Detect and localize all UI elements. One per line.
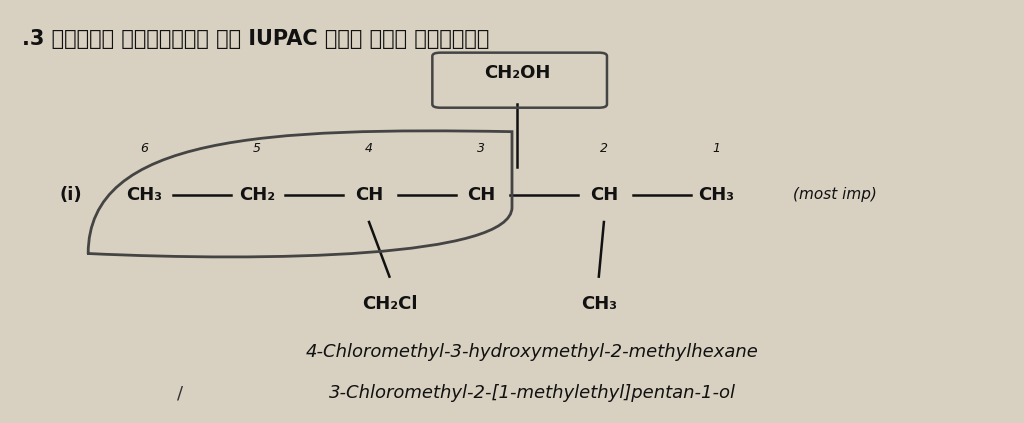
Text: (most imp): (most imp) bbox=[793, 187, 877, 202]
Text: (i): (i) bbox=[59, 186, 82, 204]
Text: CH₂: CH₂ bbox=[239, 186, 274, 204]
Text: CH₃: CH₃ bbox=[126, 186, 163, 204]
Text: CH₂Cl: CH₂Cl bbox=[361, 295, 417, 313]
Text: CH₃: CH₃ bbox=[698, 186, 734, 204]
Text: /: / bbox=[177, 384, 183, 402]
Text: 1: 1 bbox=[713, 142, 720, 155]
Text: CH₃: CH₃ bbox=[581, 295, 616, 313]
Text: CH: CH bbox=[467, 186, 496, 204]
Text: CH: CH bbox=[355, 186, 383, 204]
Text: 5: 5 bbox=[253, 142, 261, 155]
Text: 3: 3 bbox=[477, 142, 485, 155]
Text: CH₂OH: CH₂OH bbox=[484, 64, 550, 82]
Text: 6: 6 bbox=[140, 142, 148, 155]
Text: 2: 2 bbox=[600, 142, 608, 155]
Text: .3 निम्न यौगिकों के IUPAC में नाम दीजिये: .3 निम्न यौगिकों के IUPAC में नाम दीजिये bbox=[22, 29, 489, 49]
Text: 4-Chloromethyl-3-hydroxymethyl-2-methylhexane: 4-Chloromethyl-3-hydroxymethyl-2-methylh… bbox=[306, 343, 759, 361]
Text: CH: CH bbox=[590, 186, 618, 204]
Text: 3-Chloromethyl-2-[1-methylethyl]pentan-1-ol: 3-Chloromethyl-2-[1-methylethyl]pentan-1… bbox=[329, 384, 736, 402]
Text: 4: 4 bbox=[365, 142, 373, 155]
